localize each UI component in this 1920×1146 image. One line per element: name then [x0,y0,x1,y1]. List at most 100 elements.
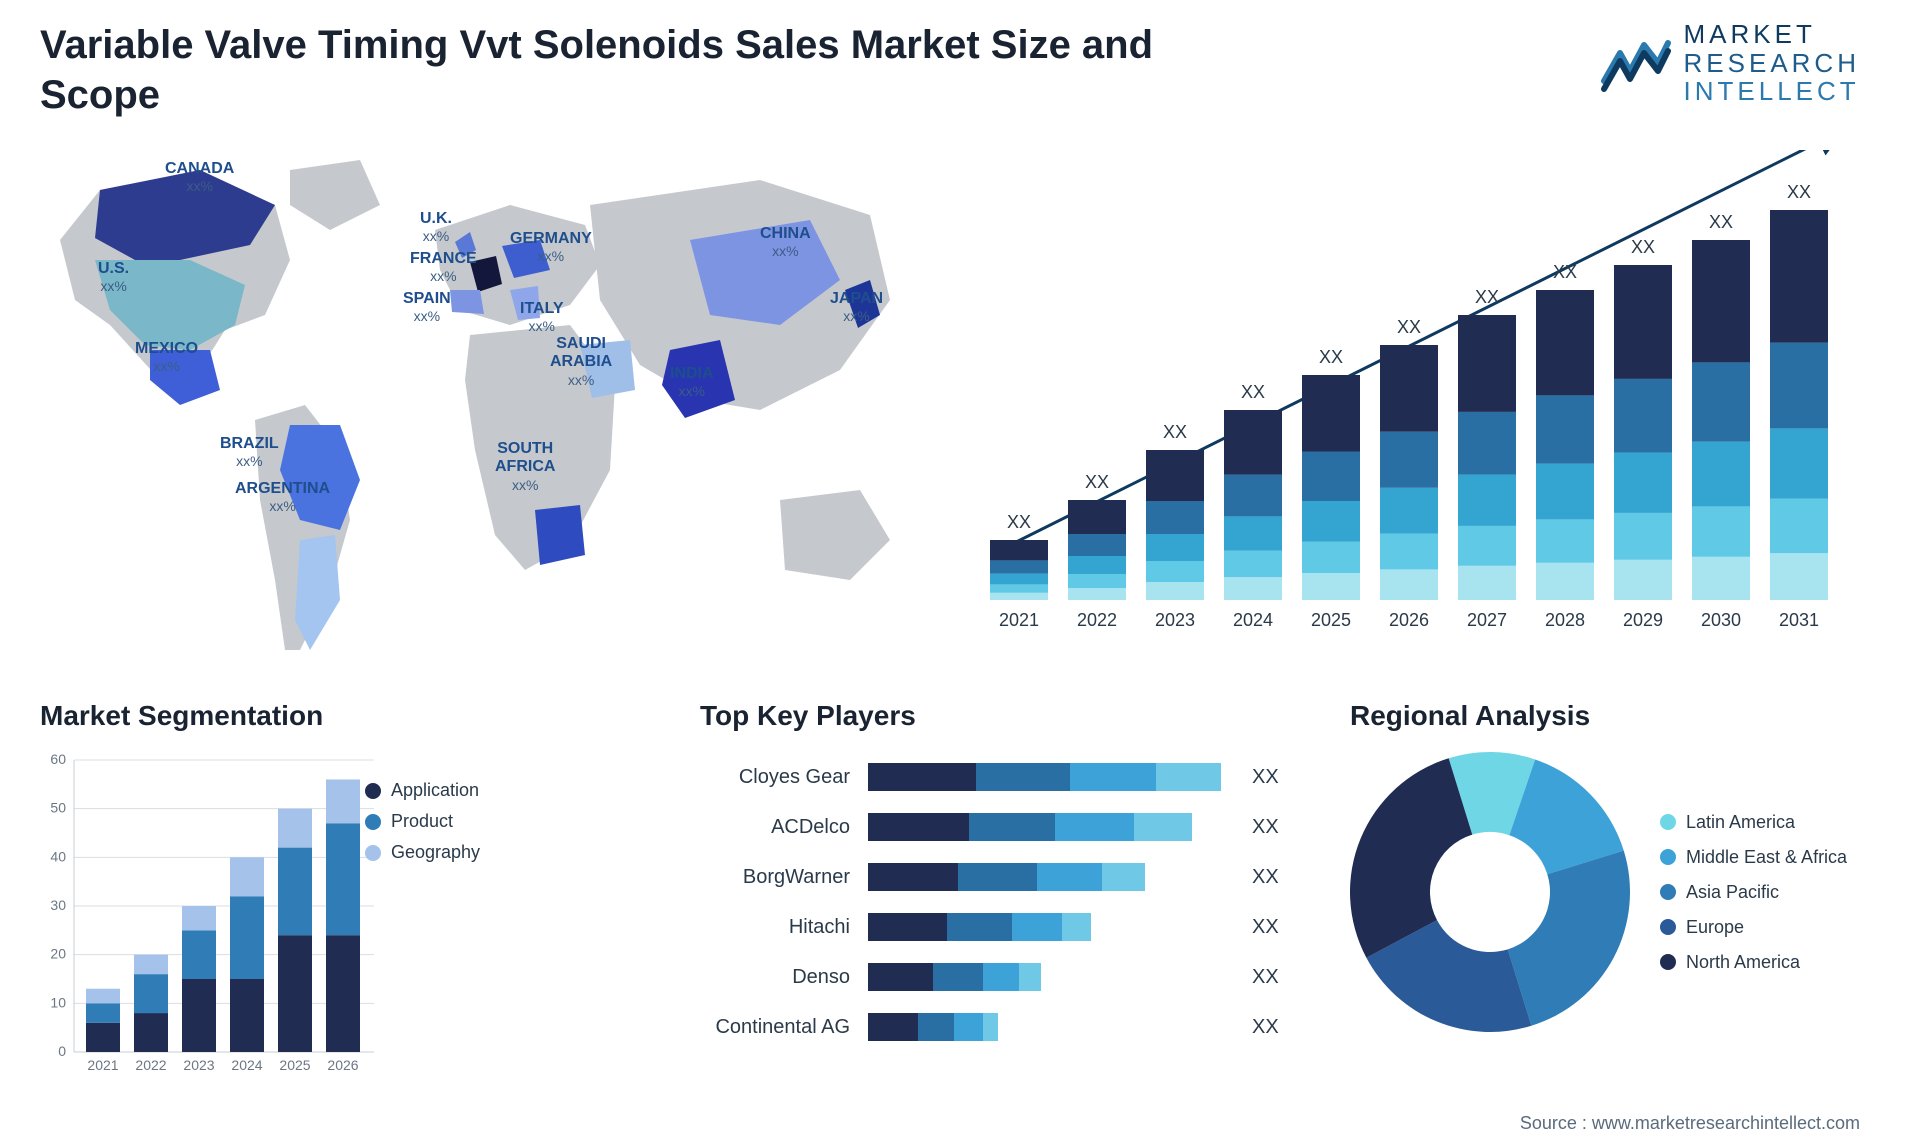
region-legend-item: Europe [1660,917,1847,938]
main-bar-seg [1302,542,1360,574]
main-bar-seg [1380,345,1438,432]
map-country-name: U.K. [420,210,452,227]
map-label-italy: ITALYxx% [520,300,564,334]
player-name: Denso [700,966,850,989]
map-country-name: CANADA [165,160,234,177]
page-title: Variable Valve Timing Vvt Solenoids Sale… [40,20,1240,120]
main-bar-seg [1224,410,1282,475]
seg-bar-seg [86,1003,120,1022]
main-bar-seg [1692,240,1750,362]
main-bar-seg [1302,573,1360,600]
main-bar-year: 2023 [1155,610,1195,630]
map-country-pct: xx% [830,308,883,324]
seg-year-label: 2024 [231,1057,262,1073]
region-legend-label: Latin America [1686,812,1795,833]
main-bar-seg [1380,534,1438,570]
main-bar-value: XX [1553,262,1577,282]
players-title: Top Key Players [700,700,1320,732]
player-bar-seg [918,1013,954,1041]
map-country-name: MEXICO [135,340,198,357]
main-bar-seg [1068,574,1126,588]
logo-line3: INTELLECT [1684,77,1860,106]
map-label-saudi-arabia: SAUDIARABIAxx% [550,335,612,388]
main-bar-seg [1458,475,1516,526]
player-value: XX [1252,916,1279,939]
segmentation-title: Market Segmentation [40,700,560,732]
player-row: Cloyes GearXX [700,752,1320,802]
regional-donut [1350,752,1630,1032]
main-bar-value: XX [1163,422,1187,442]
source-citation: Source : www.marketresearchintellect.com [1520,1113,1860,1134]
player-row: Continental AGXX [700,1002,1320,1052]
player-row: BorgWarnerXX [700,852,1320,902]
seg-year-label: 2021 [87,1057,118,1073]
main-bar-year: 2029 [1623,610,1663,630]
seg-year-label: 2023 [183,1057,214,1073]
main-bar-seg [1458,526,1516,566]
main-bar-seg [1536,290,1594,395]
player-bar-seg [933,963,983,991]
regional-analysis-section: Regional Analysis Latin AmericaMiddle Ea… [1350,700,1880,1032]
seg-bar-seg [278,935,312,1052]
seg-year-label: 2025 [279,1057,310,1073]
player-bar [868,763,1228,791]
map-country-pct: xx% [220,453,279,469]
map-country-name: SOUTHAFRICA [495,440,555,475]
map-country-pct: xx% [495,477,555,493]
region-legend-item: Latin America [1660,812,1847,833]
main-bar-seg [1068,588,1126,600]
swatch-icon [1660,814,1676,830]
main-bar-seg [1770,499,1828,554]
market-segmentation-section: Market Segmentation 01020304050602021202… [40,700,560,1097]
map-country-name: BRAZIL [220,435,279,452]
main-bar-year: 2026 [1389,610,1429,630]
regional-title: Regional Analysis [1350,700,1880,732]
main-bar-seg [1536,519,1594,562]
player-bar [868,963,1228,991]
main-bar-year: 2025 [1311,610,1351,630]
main-bar-value: XX [1475,287,1499,307]
brand-logo: MARKET RESEARCH INTELLECT [1600,20,1860,106]
seg-bar-seg [182,979,216,1052]
main-bar-seg [1146,582,1204,600]
main-bar-seg [1146,501,1204,534]
seg-ytick: 10 [50,994,66,1010]
main-bar-seg [1224,577,1282,600]
seg-year-label: 2022 [135,1057,166,1073]
main-bar-value: XX [1787,182,1811,202]
map-label-brazil: BRAZILxx% [220,435,279,469]
player-bar-seg [1134,813,1192,841]
player-bar-seg [983,963,1019,991]
main-bar-seg [1692,442,1750,507]
logo-line1: MARKET [1684,20,1860,49]
main-bar-seg [1380,569,1438,600]
player-bar-seg [1055,813,1134,841]
main-bar-seg [990,584,1048,592]
seg-bar-seg [86,989,120,1004]
main-bar-seg [1458,412,1516,475]
main-bar-seg [1146,450,1204,501]
seg-bar-seg [134,955,168,974]
main-bar-seg [1770,210,1828,343]
seg-legend-label: Application [391,780,479,801]
player-name: BorgWarner [700,866,850,889]
seg-ytick: 0 [58,1043,66,1059]
main-bar-value: XX [1007,512,1031,532]
region-legend-label: Asia Pacific [1686,882,1779,903]
swatch-icon [365,814,381,830]
player-bar [868,863,1228,891]
main-bar-value: XX [1397,317,1421,337]
seg-legend-item: Application [365,780,480,801]
region-legend-label: North America [1686,952,1800,973]
map-country-pct: xx% [760,243,811,259]
swatch-icon [1660,954,1676,970]
seg-bar-seg [326,935,360,1052]
map-label-u-k-: U.K.xx% [420,210,452,244]
map-country-name: FRANCE [410,250,477,267]
map-country-pct: xx% [510,248,592,264]
donut-seg-north-america [1350,758,1472,957]
map-country-pct: xx% [403,308,451,324]
main-bar-value: XX [1631,237,1655,257]
region-legend-item: Asia Pacific [1660,882,1847,903]
main-bar-seg [1614,513,1672,560]
